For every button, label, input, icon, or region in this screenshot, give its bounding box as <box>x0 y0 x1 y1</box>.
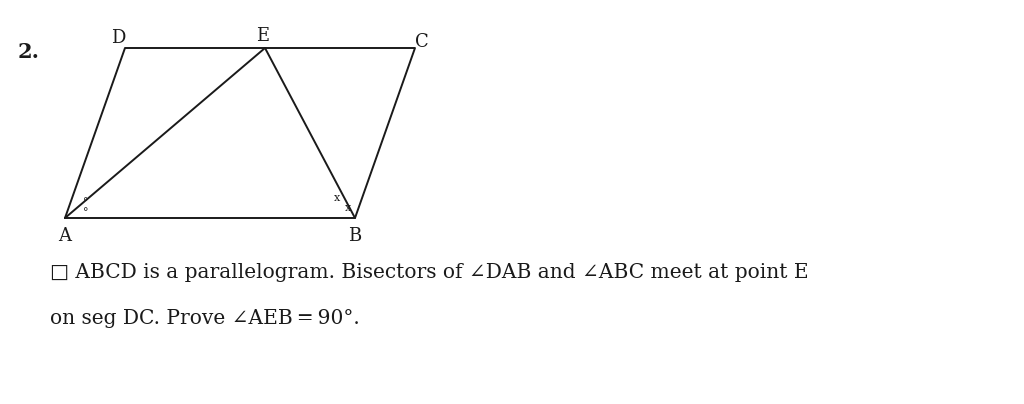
Text: °: ° <box>83 208 89 218</box>
Text: x: x <box>334 193 340 203</box>
Text: E: E <box>256 27 269 45</box>
Text: °: ° <box>83 198 89 208</box>
Text: x: x <box>345 203 351 213</box>
Text: B: B <box>348 227 361 245</box>
Text: 2.: 2. <box>18 42 40 62</box>
Text: □ ABCD is a parallelogram. Bisectors of ∠DAB and ∠ABC meet at point E: □ ABCD is a parallelogram. Bisectors of … <box>50 263 809 282</box>
Text: D: D <box>111 29 125 47</box>
Text: on seg DC. Prove ∠AEB = 90°.: on seg DC. Prove ∠AEB = 90°. <box>50 309 359 328</box>
Text: A: A <box>58 227 72 245</box>
Text: C: C <box>415 33 429 51</box>
